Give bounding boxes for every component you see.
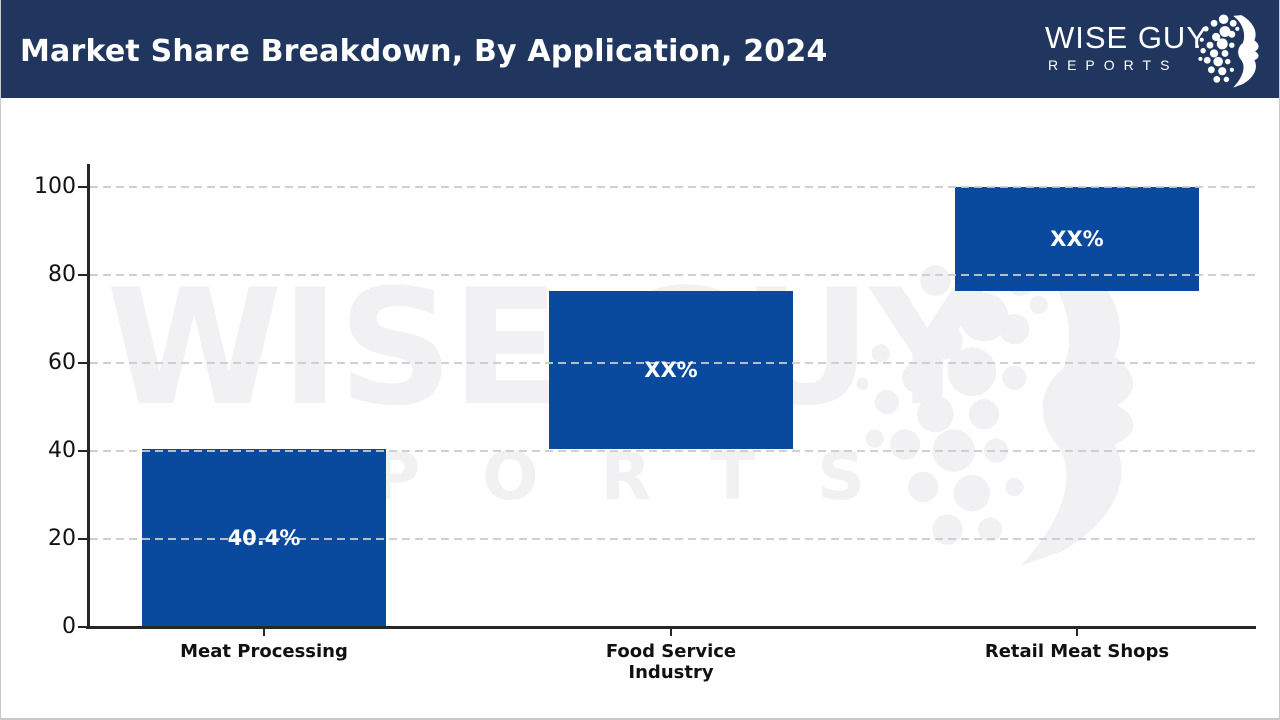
x-axis-label-2: Food Service Industry	[605, 641, 737, 683]
y-tick-mark-60	[78, 362, 87, 364]
y-tick-label-20: 20	[48, 526, 76, 551]
bar-value-label-2: XX%	[644, 358, 698, 382]
y-tick-label-40: 40	[48, 438, 76, 463]
y-tick-mark-80	[78, 274, 87, 276]
gridline-80	[90, 274, 1256, 276]
bar-2	[549, 291, 793, 449]
gridline-100	[90, 186, 1256, 188]
y-tick-label-0: 0	[62, 614, 76, 639]
x-tick-mark-3	[1076, 629, 1078, 636]
y-tick-label-80: 80	[48, 262, 76, 287]
brand-face-icon	[1184, 8, 1266, 92]
page-title: Market Share Breakdown, By Application, …	[20, 34, 828, 69]
y-tick-mark-0	[78, 626, 87, 628]
y-axis-line	[87, 164, 90, 629]
brand-logo: WISE GUY REPORTS	[1018, 4, 1268, 94]
y-tick-mark-40	[78, 450, 87, 452]
x-axis-label-3: Retail Meat Shops	[984, 641, 1170, 662]
y-tick-mark-20	[78, 538, 87, 540]
bar-value-label-3: XX%	[1050, 227, 1104, 251]
gridline-60	[90, 362, 1256, 364]
brand-name: WISE GUY	[1044, 20, 1208, 55]
y-tick-label-100: 100	[34, 174, 76, 199]
bar-value-label-1: 40.4%	[227, 526, 301, 550]
brand-logo-text: WISE GUY REPORTS	[1044, 20, 1208, 74]
brand-subtitle: REPORTS	[1047, 57, 1179, 73]
x-axis-label-1: Meat Processing	[180, 641, 348, 662]
x-tick-mark-2	[670, 629, 672, 636]
x-tick-mark-1	[263, 629, 265, 636]
gridline-40	[90, 450, 1256, 452]
gridline-20	[90, 538, 1256, 540]
y-tick-mark-100	[78, 186, 87, 188]
y-tick-label-60: 60	[48, 350, 76, 375]
x-axis-line	[86, 626, 1256, 629]
header-banner: Market Share Breakdown, By Application, …	[0, 0, 1280, 98]
